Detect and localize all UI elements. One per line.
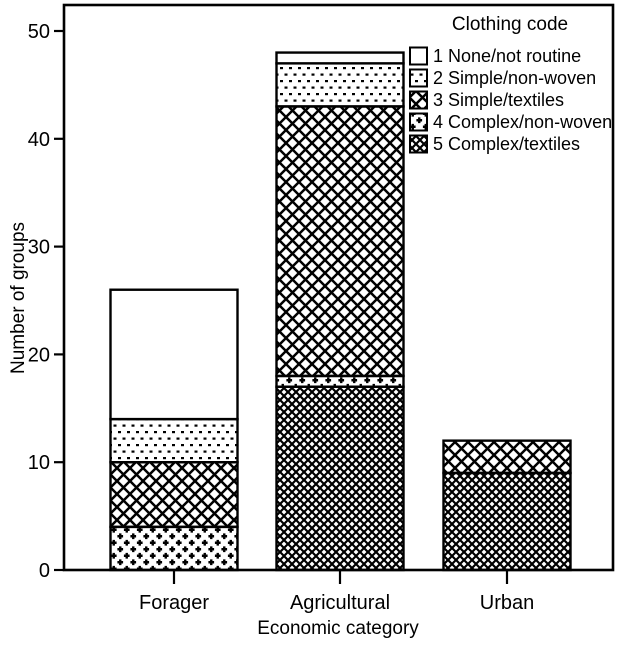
legend-item-label: 4 Complex/non-woven [433, 112, 612, 132]
legend-item: 4 Complex/non-woven [409, 112, 612, 132]
legend-item-label: 5 Complex/textiles [433, 134, 580, 154]
x-axis: Forager Agricultural Urban [139, 570, 534, 614]
legend-item: 2 Simple/non-woven [409, 68, 596, 88]
y-tick-label: 40 [28, 129, 50, 151]
bar-segment-agricultural-code4 [275, 374, 405, 388]
x-category-label: Forager [139, 592, 209, 614]
y-axis-title: Number of groups [8, 222, 29, 374]
bar-segment-agricultural-code1 [275, 51, 405, 65]
legend-swatch-none-icon [409, 46, 428, 66]
bar-segment-forager-code1 [109, 288, 239, 421]
plot-frame [62, 3, 615, 572]
legend-swatch-plus-icon [409, 112, 428, 132]
bar-segment-urban-code3 [442, 439, 572, 475]
bar-segment-urban-code5 [442, 471, 572, 572]
legend: Clothing code 1 None/not routine 2 Simpl… [409, 14, 612, 154]
y-tick-label: 20 [28, 344, 50, 366]
bar-segment-agricultural-code2 [275, 62, 405, 108]
x-category-label: Urban [480, 592, 534, 614]
legend-item-label: 3 Simple/textiles [433, 90, 564, 110]
legend-item: 5 Complex/textiles [409, 134, 580, 154]
x-axis-title: Economic category [257, 618, 419, 639]
x-category-label: Agricultural [290, 592, 390, 614]
legend-swatch-dots-icon [409, 68, 428, 88]
bar-segment-forager-code4 [109, 525, 239, 572]
y-axis: 0 10 20 30 40 50 [28, 21, 64, 582]
legend-item: 1 None/not routine [409, 46, 581, 66]
bar-segment-agricultural-code5 [275, 385, 405, 572]
y-tick-label: 10 [28, 452, 50, 474]
bar-segment-forager-code2 [109, 417, 239, 464]
bars-layer [109, 51, 572, 572]
y-tick-label: 30 [28, 237, 50, 259]
y-tick-label: 50 [28, 21, 50, 43]
bar-segment-agricultural-code3 [275, 105, 405, 378]
legend-swatch-crosshatch-icon [409, 90, 428, 110]
legend-swatch-dense-crosshatch-icon [409, 134, 428, 154]
bar-segment-forager-code3 [109, 461, 239, 529]
legend-item-label: 1 None/not routine [433, 46, 581, 66]
y-tick-label: 0 [39, 560, 50, 582]
legend-item-label: 2 Simple/non-woven [433, 68, 596, 88]
legend-title: Clothing code [452, 14, 568, 35]
legend-item: 3 Simple/textiles [409, 90, 564, 110]
